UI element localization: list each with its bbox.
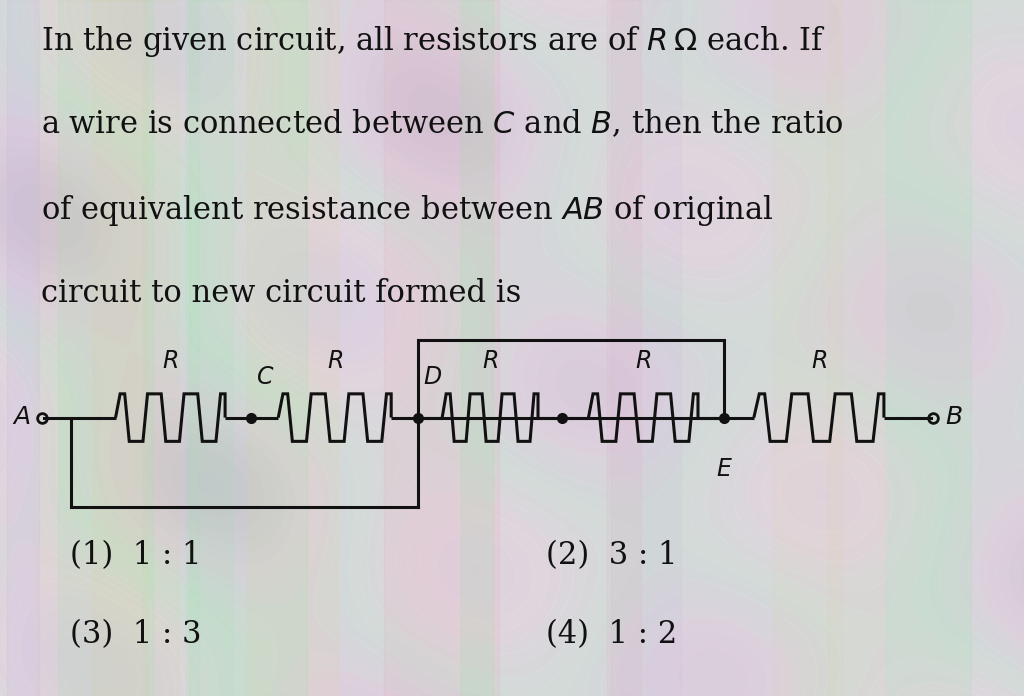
Bar [827, 0, 885, 696]
Bar [7, 0, 39, 696]
Bar [461, 0, 493, 696]
Text: $C$: $C$ [256, 366, 274, 389]
Bar [93, 0, 178, 696]
Text: $R$: $R$ [162, 350, 178, 373]
Bar [384, 0, 499, 696]
Text: $R$: $R$ [482, 350, 499, 373]
Bar [773, 0, 842, 696]
Text: of equivalent resistance between $AB$ of original: of equivalent resistance between $AB$ of… [41, 193, 773, 228]
Bar [611, 0, 681, 696]
Text: (1)  1 : 1: (1) 1 : 1 [70, 540, 201, 571]
Bar [35, 0, 147, 696]
Text: (3)  1 : 3: (3) 1 : 3 [70, 619, 201, 651]
Text: In the given circuit, all resistors are of $R\,\Omega$ each. If: In the given circuit, all resistors are … [41, 24, 825, 58]
Text: $B$: $B$ [945, 406, 963, 429]
Text: $R$: $R$ [327, 350, 343, 373]
Text: (4)  1 : 2: (4) 1 : 2 [546, 619, 677, 651]
Bar [418, 340, 724, 418]
Bar [142, 0, 199, 696]
Bar [247, 0, 338, 696]
Bar [606, 0, 641, 696]
Text: $R$: $R$ [635, 350, 651, 373]
Bar [887, 0, 971, 696]
Text: circuit to new circuit formed is: circuit to new circuit formed is [41, 278, 521, 309]
Text: a wire is connected between $C$ and $B$, then the ratio: a wire is connected between $C$ and $B$,… [41, 109, 844, 140]
Text: (2)  3 : 1: (2) 3 : 1 [546, 540, 677, 571]
Text: $E$: $E$ [716, 459, 733, 482]
Bar [186, 0, 232, 696]
Text: $A$: $A$ [12, 406, 31, 429]
Text: $R$: $R$ [811, 350, 827, 373]
Text: $D$: $D$ [423, 366, 441, 389]
Bar [189, 0, 306, 696]
Bar [57, 0, 153, 696]
